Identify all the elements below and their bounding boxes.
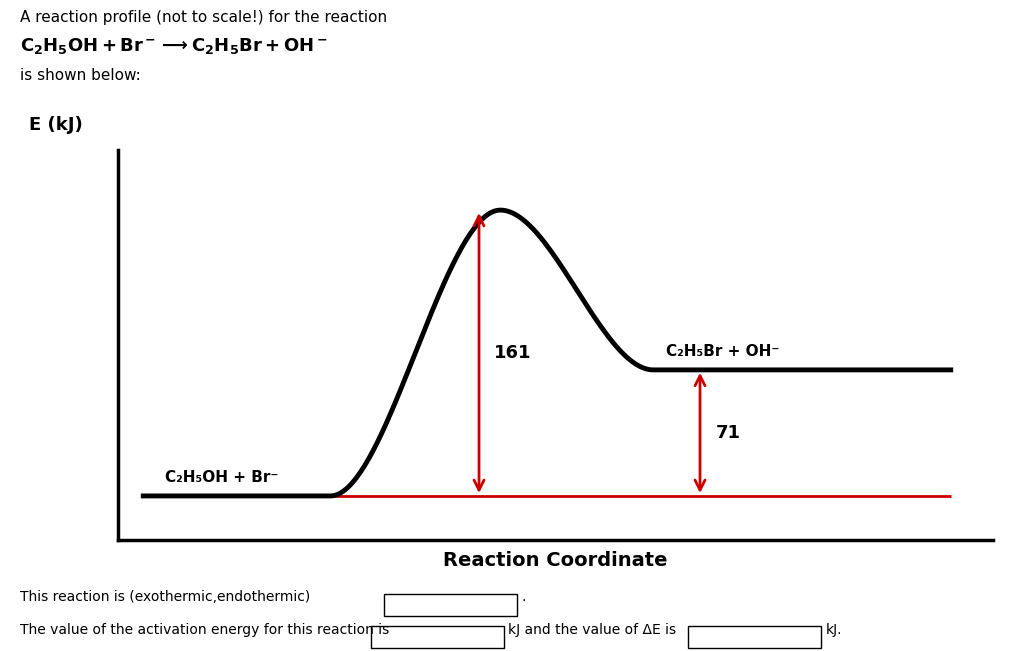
Text: kJ.: kJ. <box>825 623 842 637</box>
Text: $\mathbf{C_2H_5OH + Br^-\longrightarrow C_2H_5Br + OH^-}$: $\mathbf{C_2H_5OH + Br^-\longrightarrow … <box>20 36 328 56</box>
Text: 71: 71 <box>716 424 740 442</box>
Text: is shown below:: is shown below: <box>20 68 141 83</box>
X-axis label: Reaction Coordinate: Reaction Coordinate <box>443 551 668 570</box>
Text: E (kJ): E (kJ) <box>29 116 83 134</box>
Text: C₂H₅OH + Br⁻: C₂H₅OH + Br⁻ <box>165 470 278 485</box>
Text: The value of the activation energy for this reaction is: The value of the activation energy for t… <box>20 623 390 637</box>
Text: This reaction is (exothermic,endothermic): This reaction is (exothermic,endothermic… <box>20 590 310 605</box>
Text: A reaction profile (not to scale!) for the reaction: A reaction profile (not to scale!) for t… <box>20 10 388 25</box>
Text: .: . <box>521 590 525 605</box>
Text: kJ and the value of ΔE is: kJ and the value of ΔE is <box>508 623 676 637</box>
Text: 161: 161 <box>495 344 531 362</box>
Text: C₂H₅Br + OH⁻: C₂H₅Br + OH⁻ <box>666 344 779 359</box>
